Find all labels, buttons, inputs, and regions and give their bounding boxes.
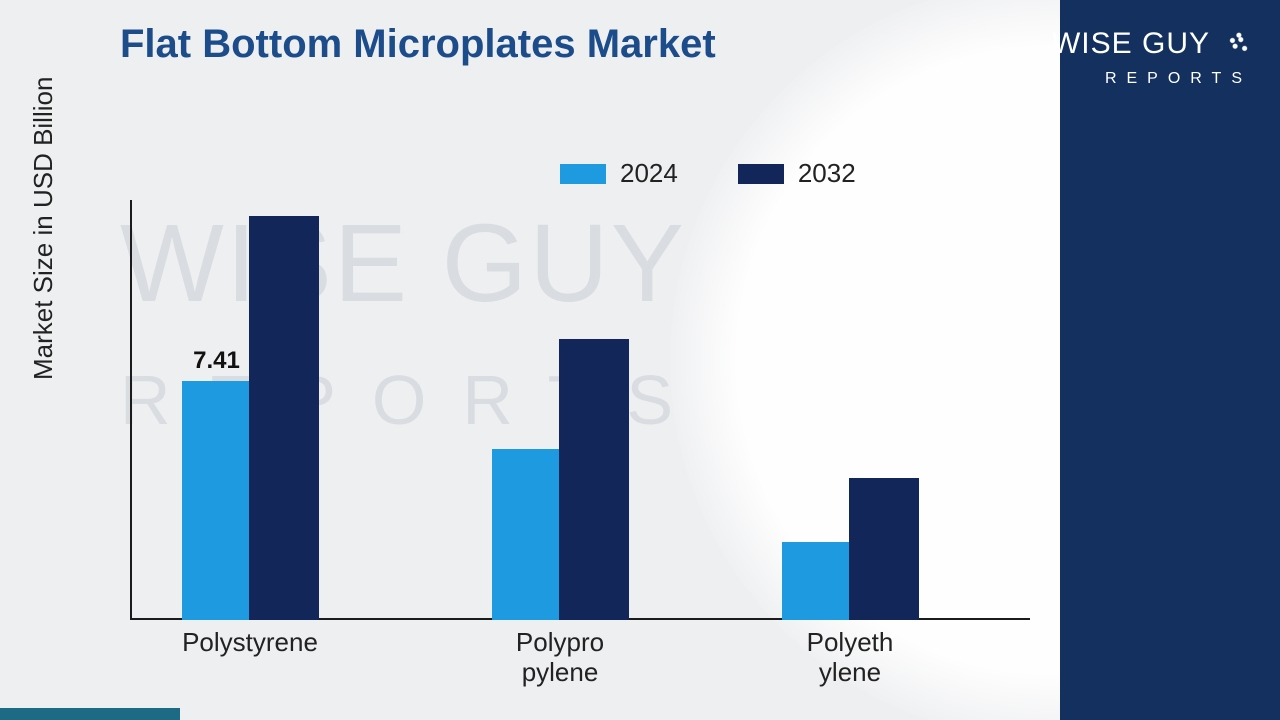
legend: 2024 2032 [560, 158, 856, 189]
legend-swatch-2032 [738, 164, 784, 184]
legend-item-2032: 2032 [738, 158, 856, 189]
bottom-accent-bar [0, 708, 180, 720]
chart-title: Flat Bottom Microplates Market [120, 22, 716, 67]
bar-2032-polyeth [849, 478, 919, 620]
bar-2032-polypro [559, 339, 629, 620]
brand-line1: WISE GUY [1052, 27, 1210, 61]
report-canvas: WISE GUY REPORTS Flat Bottom Microplates… [0, 0, 1280, 720]
category-label-polypro: Polypro pylene [460, 628, 660, 688]
legend-label-2032: 2032 [798, 158, 856, 189]
brand-head-icon [1216, 20, 1258, 68]
legend-item-2024: 2024 [560, 158, 678, 189]
y-axis-line [130, 200, 132, 620]
plot-area: 7.41 Polystyrene Polypro pylene Polyeth … [130, 200, 1030, 620]
brand-line2: REPORTS [1052, 70, 1252, 88]
bar-group-polystyrene: 7.41 [182, 216, 319, 620]
bar-value-label-polystyrene-2024: 7.41 [193, 347, 240, 375]
brand-logo: WISE GUY REPORTS [1052, 20, 1258, 88]
legend-swatch-2024 [560, 164, 606, 184]
bar-group-polypro [492, 339, 629, 620]
y-axis-label: Market Size in USD Billion [28, 77, 59, 380]
bar-2024-polypro [492, 449, 562, 620]
category-label-polyeth: Polyeth ylene [750, 628, 950, 688]
bar-2024-polyeth [782, 542, 852, 620]
bar-2032-polystyrene [249, 216, 319, 620]
category-label-polystyrene: Polystyrene [150, 628, 350, 658]
right-brand-band [1060, 0, 1280, 720]
legend-label-2024: 2024 [620, 158, 678, 189]
bar-2024-polystyrene [182, 381, 252, 620]
bar-group-polyeth [782, 478, 919, 620]
